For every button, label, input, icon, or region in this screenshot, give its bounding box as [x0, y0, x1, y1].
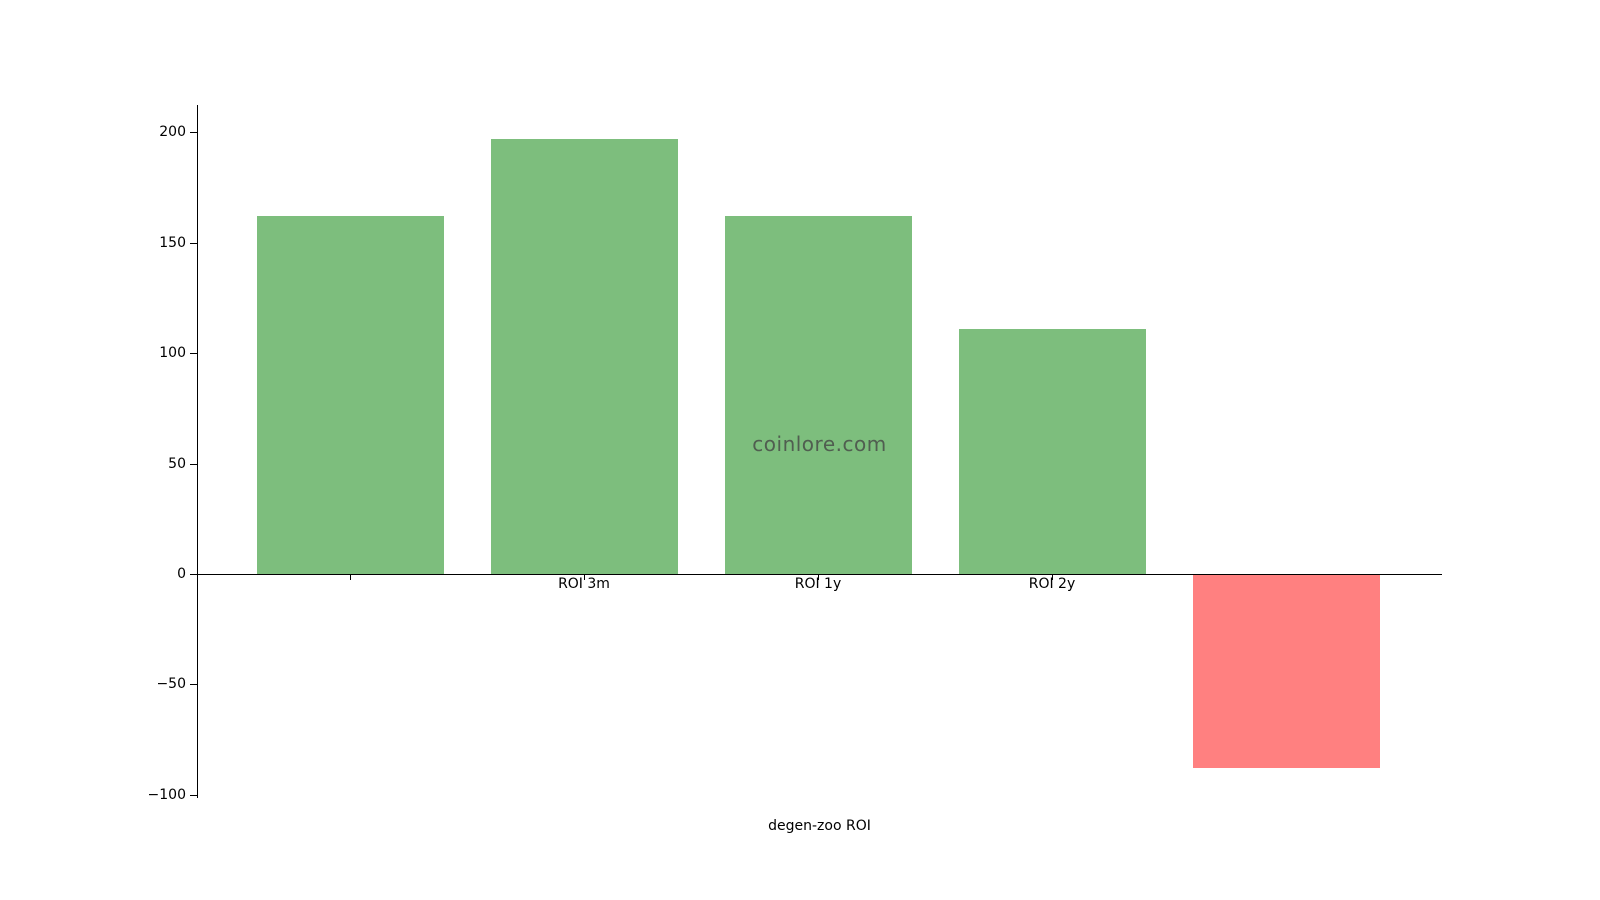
x-tick-label: ROI 1y: [794, 576, 842, 592]
coinlore-watermark: coinlore.com: [752, 432, 887, 456]
x-tick-mark: [350, 574, 351, 580]
y-tick-mark: [190, 242, 197, 244]
x-tick-mark: [584, 574, 585, 580]
y-tick-mark: [190, 794, 197, 796]
y-tick-mark: [190, 574, 197, 575]
bar-2: [724, 216, 912, 574]
y-tick-mark: [190, 132, 197, 134]
x-axis-line: [197, 574, 1442, 575]
y-axis-spine: [197, 105, 198, 798]
y-tick-label: 0: [177, 566, 186, 582]
bar-3: [958, 328, 1146, 574]
y-tick-mark: [190, 463, 197, 465]
y-tick-label: −100: [147, 786, 186, 803]
x-tick-label: ROI 2y: [1028, 576, 1076, 592]
bar-1: [490, 138, 678, 574]
x-tick-mark: [818, 574, 819, 580]
x-tick-mark: [1052, 574, 1053, 580]
x-tick-label: ROI 3m: [558, 576, 610, 592]
y-tick-label: 200: [159, 124, 186, 141]
y-tick-mark: [190, 353, 197, 355]
y-tick-label: −50: [156, 676, 186, 693]
bar-0: [256, 216, 444, 574]
y-tick-label: 100: [159, 345, 186, 362]
y-tick-label: 150: [159, 234, 186, 251]
bar-4: [1192, 574, 1380, 769]
y-tick-label: 50: [168, 455, 186, 472]
chart-title: degen-zoo ROI: [768, 818, 871, 834]
y-tick-mark: [190, 684, 197, 686]
